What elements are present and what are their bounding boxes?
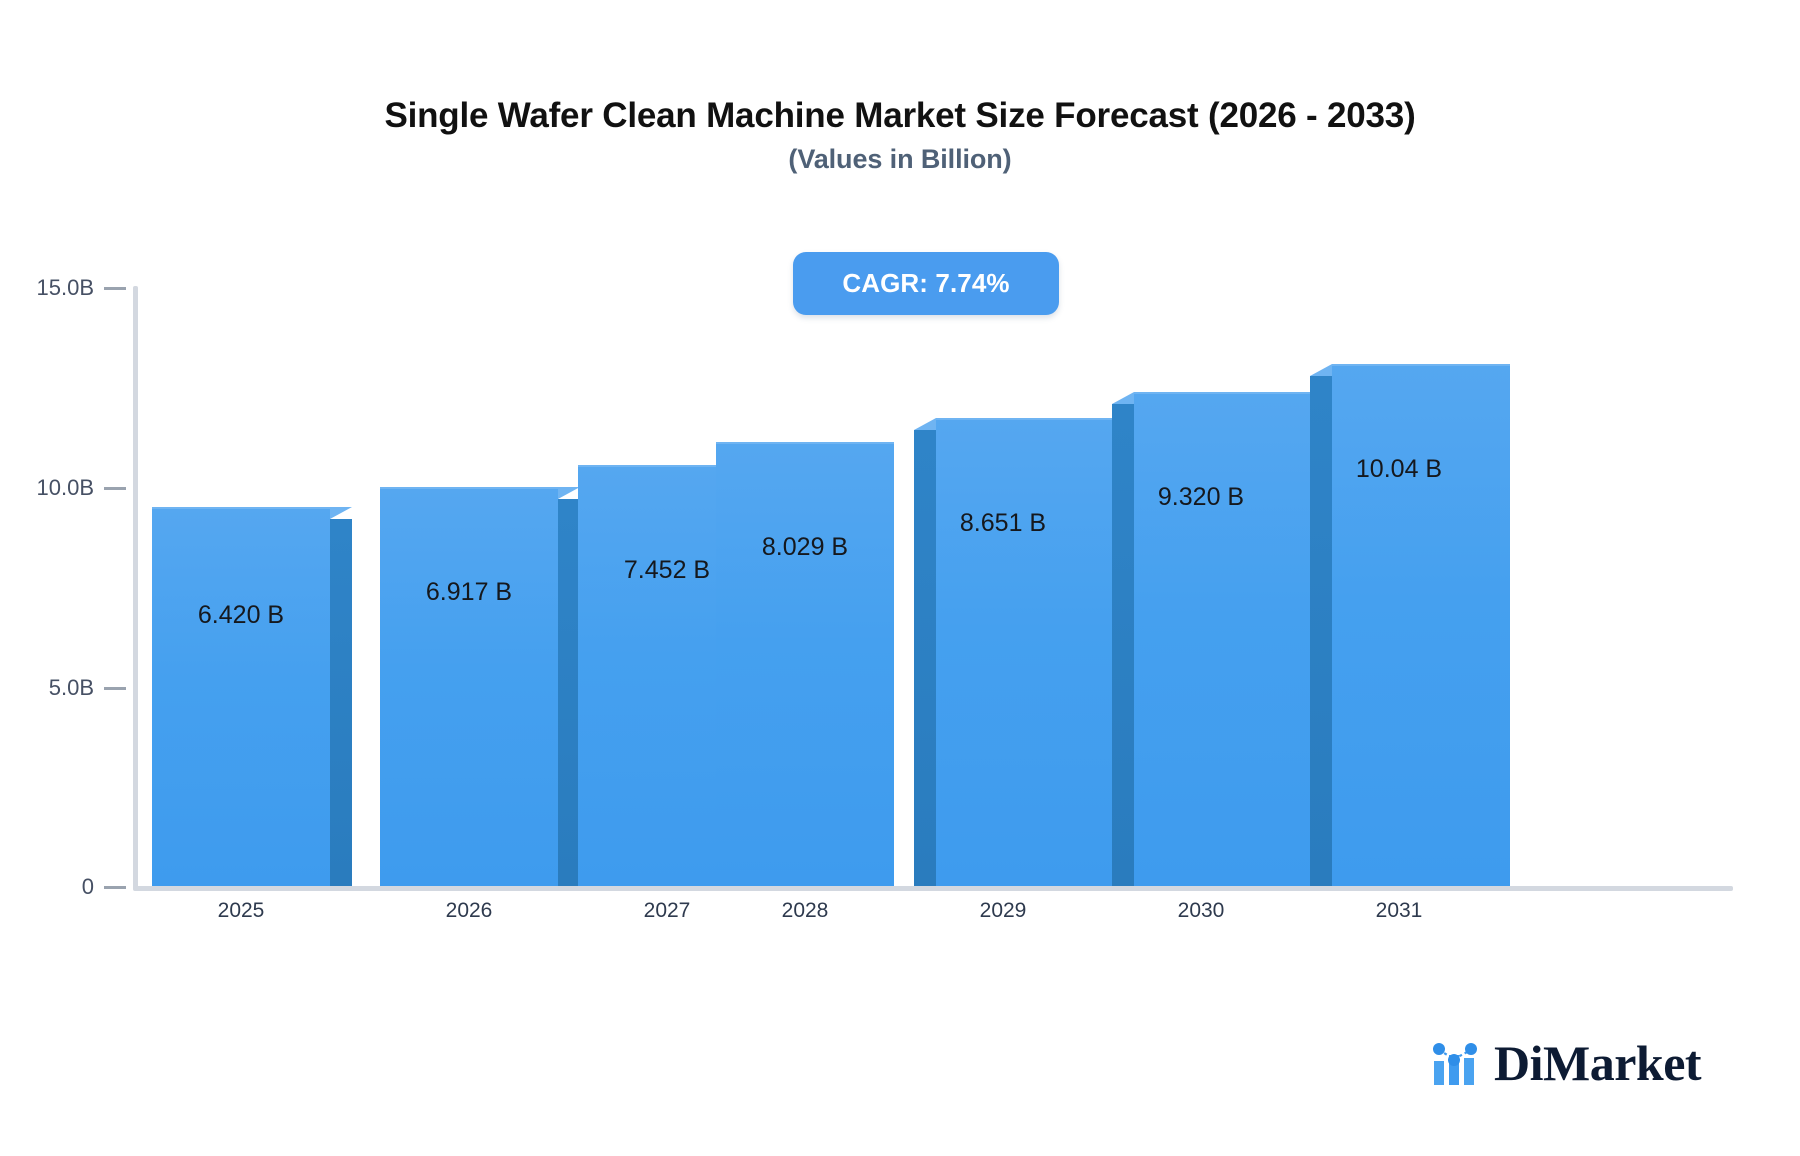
bar-face-2028[interactable] (716, 442, 894, 886)
bar-side-2031 (1310, 376, 1332, 886)
bar-side-2026 (558, 499, 580, 886)
y-tick-label-5: 5.0B (48, 675, 94, 700)
y-tick-label-10: 10.0B (36, 475, 95, 500)
x-axis-label-2029: 2029 (979, 899, 1027, 922)
y-axis-line (133, 286, 138, 890)
bar-top-bevel-2026 (558, 487, 580, 499)
bar-chart-dots-icon (1433, 1043, 1477, 1085)
bar-face-2030[interactable] (1134, 392, 1312, 886)
logo-wordmark: DiMarket (1494, 1035, 1702, 1091)
x-axis-label-2030: 2030 (1177, 899, 1225, 922)
y-tick-mark-0 (104, 886, 126, 889)
bar-value-label-2025: 6.420 B (197, 601, 285, 629)
bar-top-bevel-2030 (1112, 392, 1134, 404)
bar-group-2030[interactable] (1112, 0, 1312, 886)
bar-face-2029[interactable] (936, 418, 1114, 886)
x-axis-label-2027: 2027 (643, 899, 691, 922)
bar-value-label-2028: 8.029 B (761, 533, 849, 561)
x-axis-label-2031: 2031 (1375, 899, 1423, 922)
bar-face-2031[interactable] (1332, 364, 1510, 886)
chart-subtitle: (Values in Billion) (788, 144, 1012, 174)
bar-group-2029[interactable] (914, 0, 1114, 886)
bar-top-bevel-2025 (330, 507, 352, 519)
x-axis-line (133, 886, 1733, 891)
y-tick-label-0: 0 (81, 874, 94, 899)
bar-value-label-2027: 7.452 B (623, 556, 711, 584)
bar-face-2025[interactable] (152, 507, 330, 886)
y-tick-mark-10 (104, 487, 126, 490)
y-tick-label-15: 15.0B (36, 275, 95, 300)
bar-side-2030 (1112, 404, 1134, 886)
y-tick-mark-5 (104, 687, 126, 690)
bar-top-bevel-2029 (914, 418, 936, 430)
y-tick-mark-15 (104, 287, 126, 290)
bar-group-2031[interactable] (1310, 0, 1510, 886)
chart-title: Single Wafer Clean Machine Market Size F… (384, 96, 1416, 135)
x-axis-label-2026: 2026 (445, 899, 493, 922)
bar-side-2029 (914, 430, 936, 886)
bar-value-label-2026: 6.917 B (425, 578, 513, 606)
cagr-badge: CAGR: 7.74% (793, 252, 1059, 315)
x-axis-label-2028: 2028 (781, 899, 829, 922)
cagr-badge-label: CAGR: 7.74% (842, 268, 1010, 298)
x-axis-label-2025: 2025 (217, 899, 265, 922)
bar-value-label-2030: 9.320 B (1157, 483, 1245, 511)
bar-top-bevel-2031 (1310, 364, 1332, 376)
dimarket-logo: DiMarket (1430, 1035, 1702, 1091)
bar-group-2028[interactable] (716, 0, 916, 886)
bar-group-2025[interactable] (152, 0, 352, 886)
bar-side-2025 (330, 519, 352, 886)
bar-value-label-2029: 8.651 B (959, 509, 1047, 537)
bar-face-2026[interactable] (380, 487, 558, 886)
bar-value-label-2031: 10.04 B (1355, 455, 1443, 483)
bar-group-2026[interactable] (380, 0, 580, 886)
